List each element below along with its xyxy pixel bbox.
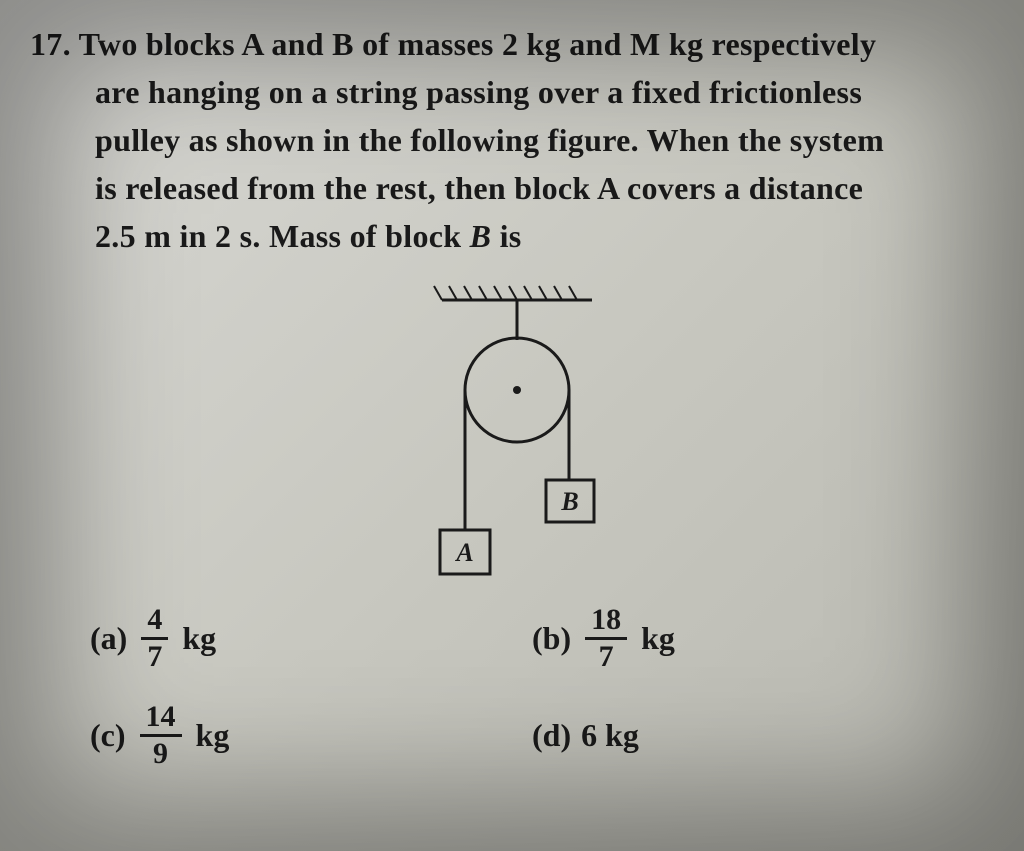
option-c: (c) 14 9 kg <box>90 702 492 769</box>
option-a-denominator: 7 <box>141 640 168 672</box>
option-b-denominator: 7 <box>593 640 620 672</box>
option-c-label: (c) <box>90 717 126 754</box>
option-d-text: 6 kg <box>581 717 639 754</box>
option-c-numerator: 14 <box>140 702 182 737</box>
question-block: 17. Two blocks A and B of masses 2 kg an… <box>30 20 994 260</box>
option-a-numerator: 4 <box>141 605 168 640</box>
question-line-3: pulley as shown in the following figure.… <box>30 116 994 164</box>
svg-text:A: A <box>454 538 473 567</box>
option-c-unit: kg <box>196 717 230 754</box>
question-line-4: is released from the rest, then block A … <box>30 164 994 212</box>
question-line-2: are hanging on a string passing over a f… <box>30 68 994 116</box>
option-d: (d) 6 kg <box>532 702 934 769</box>
option-b-label: (b) <box>532 620 571 657</box>
question-number: 17. <box>30 26 71 62</box>
question-line-1-text: Two blocks A and B of masses 2 kg and M … <box>79 26 877 62</box>
option-a-label: (a) <box>90 620 127 657</box>
option-c-denominator: 9 <box>147 737 174 769</box>
svg-text:B: B <box>560 487 578 516</box>
question-line-5-suffix: is <box>491 218 521 254</box>
diagram-container: AB <box>30 280 994 580</box>
options-grid: (a) 4 7 kg (b) 18 7 kg (c) 14 9 kg (d) 6… <box>30 605 994 769</box>
option-d-label: (d) <box>532 717 571 754</box>
option-b-numerator: 18 <box>585 605 627 640</box>
question-line-1: 17. Two blocks A and B of masses 2 kg an… <box>30 20 994 68</box>
option-b: (b) 18 7 kg <box>532 605 934 672</box>
option-b-fraction: 18 7 <box>585 605 627 672</box>
option-a-fraction: 4 7 <box>141 605 168 672</box>
option-a-unit: kg <box>182 620 216 657</box>
question-line-5-prefix: 2.5 m in 2 s. Mass of block <box>95 218 470 254</box>
pulley-diagram: AB <box>382 280 642 580</box>
variable-b: B <box>470 218 492 254</box>
option-a: (a) 4 7 kg <box>90 605 492 672</box>
question-line-5: 2.5 m in 2 s. Mass of block B is <box>30 212 994 260</box>
option-c-fraction: 14 9 <box>140 702 182 769</box>
option-b-unit: kg <box>641 620 675 657</box>
